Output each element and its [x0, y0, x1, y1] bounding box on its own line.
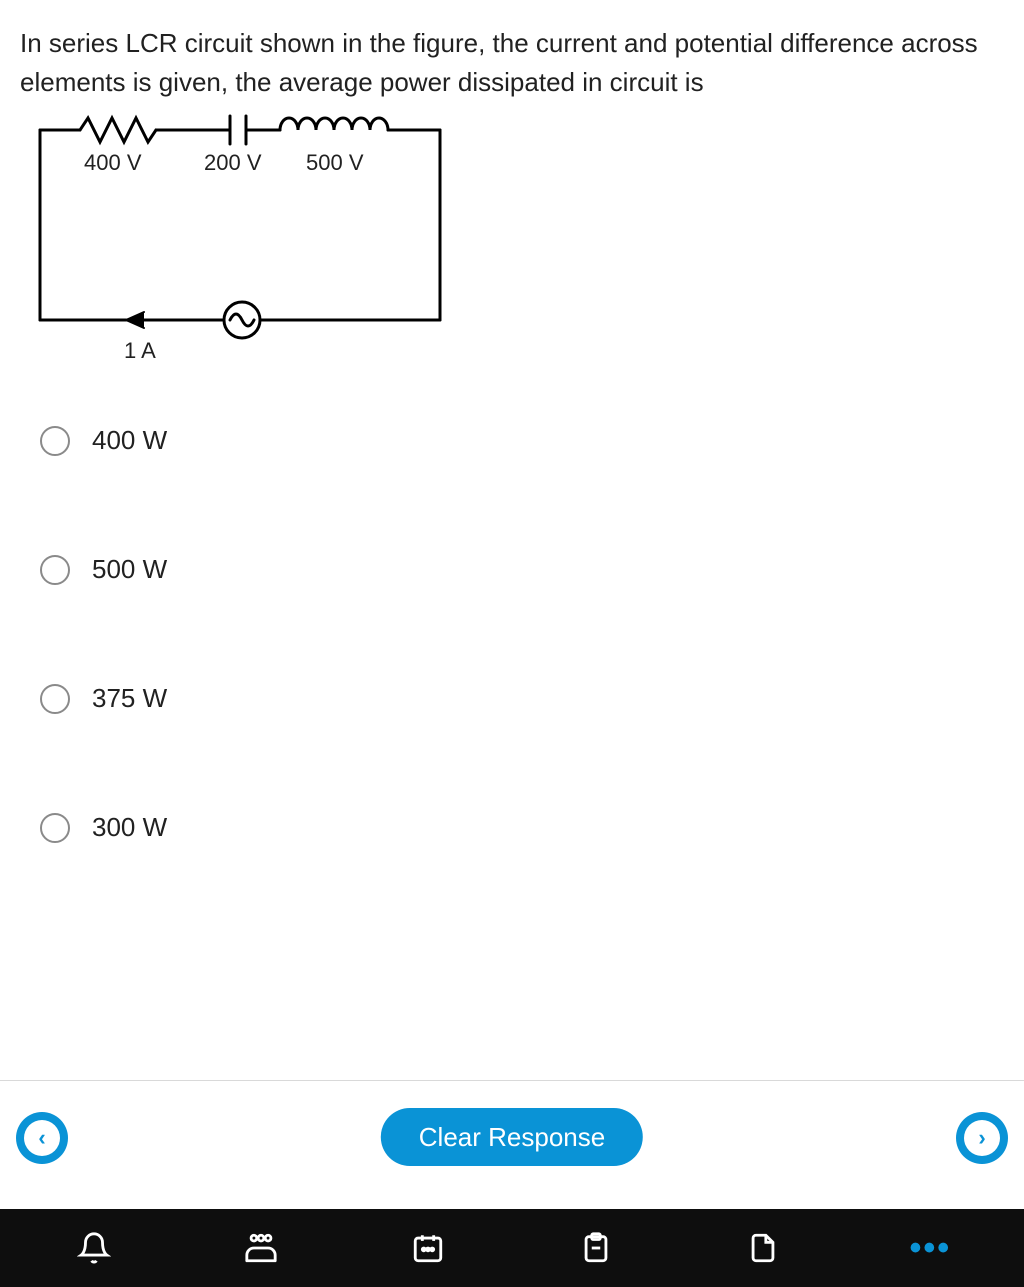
circuit-svg — [20, 110, 460, 370]
resistor-voltage-label: 400 V — [84, 150, 142, 176]
files-button[interactable] — [728, 1223, 798, 1273]
next-button[interactable]: › — [956, 1112, 1008, 1164]
options-group: 400 W 500 W 375 W 300 W — [40, 425, 1004, 843]
file-icon — [746, 1231, 780, 1265]
radio-icon — [40, 555, 70, 585]
more-dots-icon: ••• — [909, 1240, 951, 1257]
groups-button[interactable] — [226, 1223, 296, 1273]
option-1[interactable]: 400 W — [40, 425, 1004, 456]
bell-icon — [77, 1231, 111, 1265]
option-label: 400 W — [92, 425, 167, 456]
clipboard-icon — [579, 1231, 613, 1265]
people-icon — [241, 1231, 281, 1265]
notifications-button[interactable] — [59, 1223, 129, 1273]
radio-icon — [40, 426, 70, 456]
option-2[interactable]: 500 W — [40, 554, 1004, 585]
inductor-voltage-label: 500 V — [306, 150, 364, 176]
option-3[interactable]: 375 W — [40, 683, 1004, 714]
calendar-icon — [411, 1231, 445, 1265]
radio-icon — [40, 684, 70, 714]
tasks-button[interactable] — [561, 1223, 631, 1273]
radio-icon — [40, 813, 70, 843]
question-text: In series LCR circuit shown in the figur… — [20, 24, 1004, 102]
controls-row: ‹ Clear Response › — [0, 1112, 1024, 1164]
capacitor-voltage-label: 200 V — [204, 150, 262, 176]
question-container: In series LCR circuit shown in the figur… — [0, 0, 1024, 843]
prev-button[interactable]: ‹ — [16, 1112, 68, 1164]
option-4[interactable]: 300 W — [40, 812, 1004, 843]
chevron-right-icon: › — [964, 1120, 1000, 1156]
option-label: 375 W — [92, 683, 167, 714]
clear-response-button[interactable]: Clear Response — [381, 1108, 643, 1166]
option-label: 500 W — [92, 554, 167, 585]
schedule-button[interactable] — [393, 1223, 463, 1273]
divider — [0, 1080, 1024, 1081]
more-button[interactable]: ••• — [895, 1223, 965, 1273]
option-label: 300 W — [92, 812, 167, 843]
circuit-diagram: 400 V 200 V 500 V 1 A — [20, 110, 460, 370]
clear-response-label: Clear Response — [419, 1122, 605, 1153]
current-label: 1 A — [124, 338, 156, 364]
chevron-left-icon: ‹ — [24, 1120, 60, 1156]
bottom-nav-bar: ••• — [0, 1209, 1024, 1287]
